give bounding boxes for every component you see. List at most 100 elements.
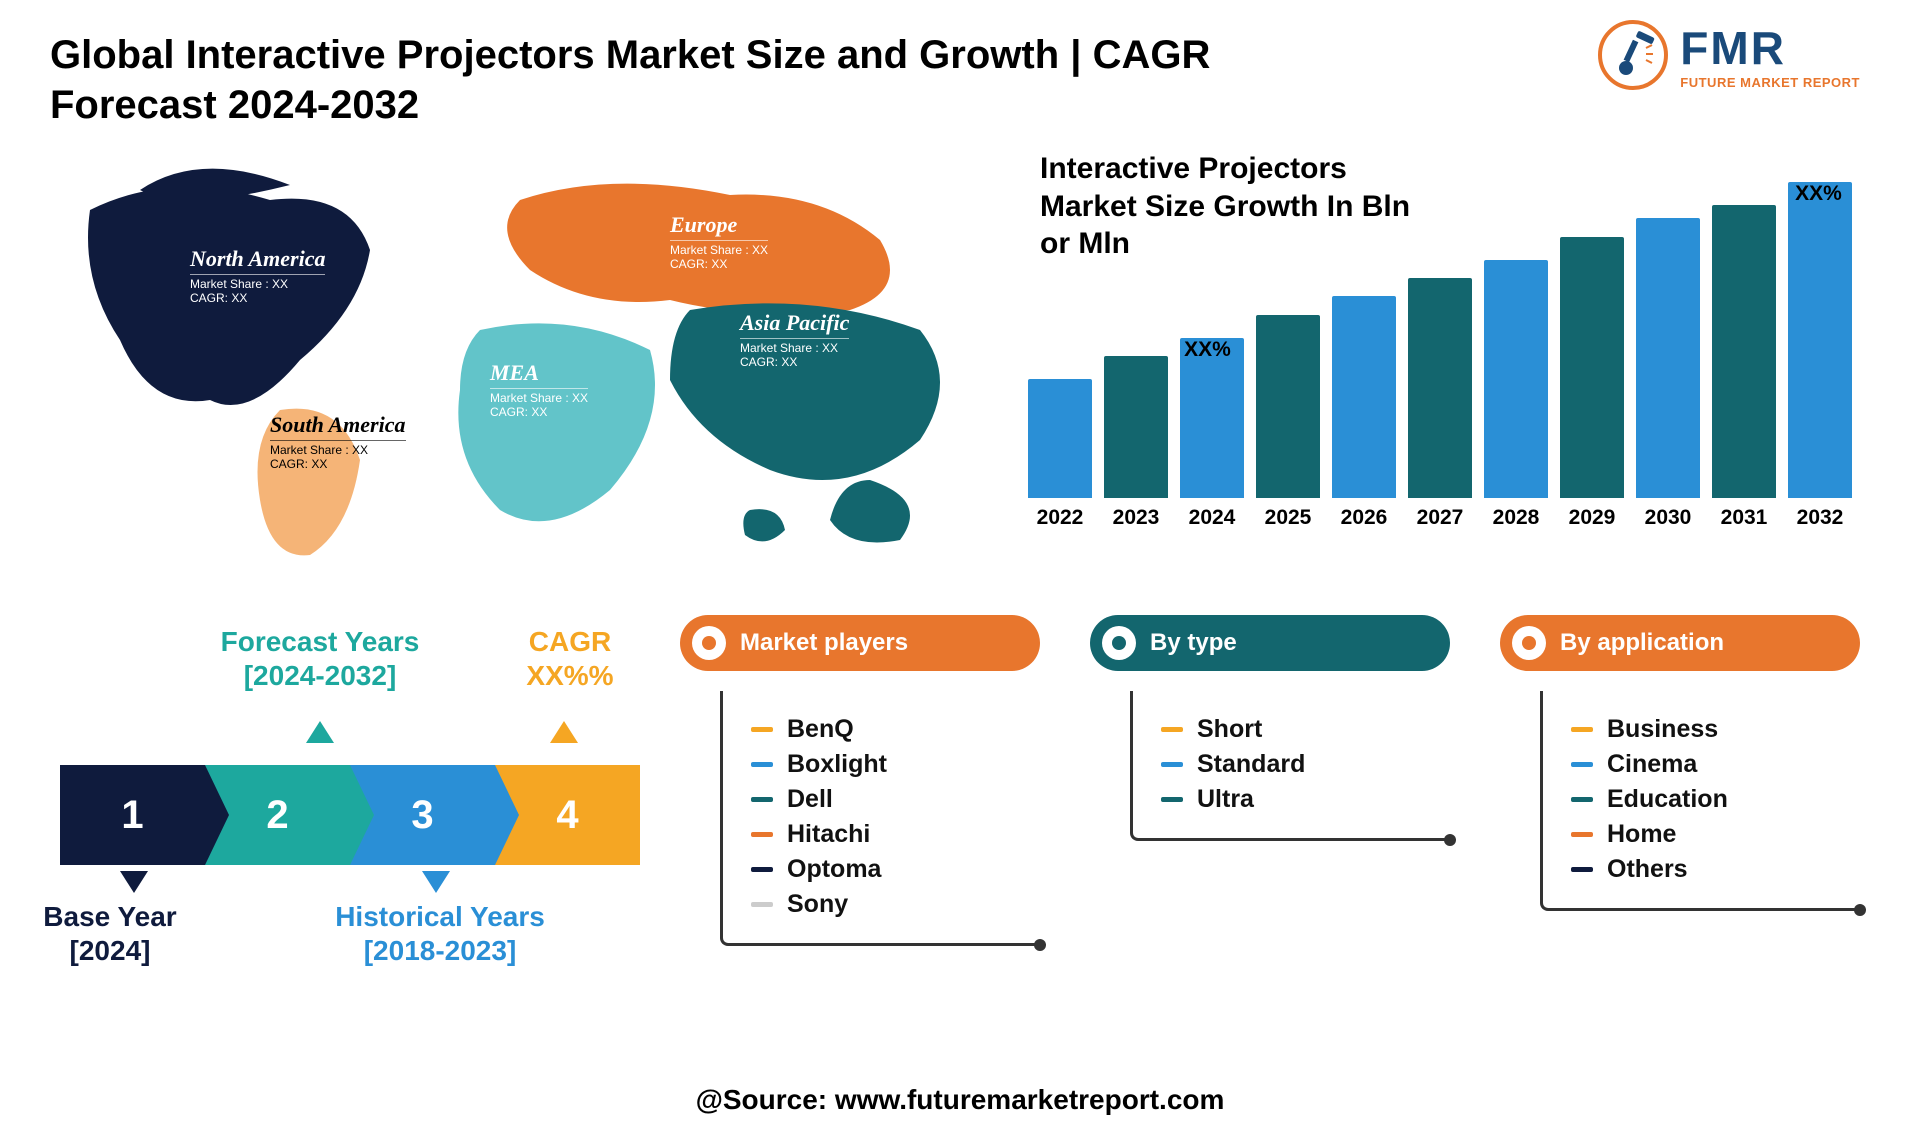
logo-main: FMR [1680,21,1860,75]
bar-rect [1256,315,1320,498]
list-item: BenQ [751,715,1040,744]
bar-2031: 2031 [1712,205,1776,530]
bar-year-label: 2030 [1645,506,1692,530]
list-item-label: Others [1607,855,1688,884]
dash-icon [751,902,773,907]
timeline-label-hist: Historical Years[2018-2023] [320,900,560,967]
region-label-mea: MEA Market Share : XX CAGR: XX [490,360,588,419]
bar-rect [1788,182,1852,498]
arrow-up-icon [550,721,578,743]
card-header: By type [1090,615,1450,671]
list-item-label: Business [1607,715,1718,744]
list-item-label: BenQ [787,715,854,744]
timeline-label-base: Base Year[2024] [30,900,190,967]
card-body: Short Standard Ultra [1130,691,1450,841]
card-body: BenQ Boxlight Dell Hitachi Optoma Sony [720,691,1040,946]
card-title: By application [1560,629,1724,657]
list-item: Hitachi [751,820,1040,849]
timeline-infographic: Forecast Years[2024-2032] CAGRXX%% 1 2 3… [30,625,650,1005]
dash-icon [751,762,773,767]
list-item: Short [1161,715,1450,744]
bar-rect [1712,205,1776,498]
dash-icon [1571,762,1593,767]
bar-year-label: 2022 [1037,506,1084,530]
fmr-logo: FMR FUTURE MARKET REPORT [1598,20,1860,90]
bar-2029: 2029 [1560,237,1624,530]
list-item: Optoma [751,855,1040,884]
bullet-icon [692,626,726,660]
bar-2027: 2027 [1408,278,1472,530]
timeline-steps: 1 2 3 4 [60,765,640,865]
dash-icon [1571,797,1593,802]
bar-2024: 2024 [1180,338,1244,530]
bar-year-label: 2025 [1265,506,1312,530]
list-item-label: Dell [787,785,833,814]
bar-year-label: 2023 [1113,506,1160,530]
dash-icon [1571,727,1593,732]
bar-year-label: 2029 [1569,506,1616,530]
list-item-label: Optoma [787,855,881,884]
logo-sub: FUTURE MARKET REPORT [1680,75,1860,90]
bar-annotation: XX% [1795,182,1842,206]
bar-year-label: 2032 [1797,506,1844,530]
card-header: Market players [680,615,1040,671]
list-item: Ultra [1161,785,1450,814]
region-label-na: North America Market Share : XX CAGR: XX [190,246,325,305]
list-item: Cinema [1571,750,1860,779]
timeline-label-cagr: CAGRXX%% [510,625,630,692]
list-item: Business [1571,715,1860,744]
category-cards: Market players BenQ Boxlight Dell Hitachi Opt… [680,615,1860,946]
list-item-label: Standard [1197,750,1305,779]
bar-2022: 2022 [1028,379,1092,530]
list-item: Boxlight [751,750,1040,779]
bar-year-label: 2031 [1721,506,1768,530]
dash-icon [1161,762,1183,767]
list-item: Standard [1161,750,1450,779]
page-title: Global Interactive Projectors Market Siz… [50,30,1350,130]
arrow-down-icon [422,871,450,893]
list-item-label: Boxlight [787,750,887,779]
list-item-label: Hitachi [787,820,870,849]
card-body: Business Cinema Education Home Others [1540,691,1860,911]
list-item-label: Cinema [1607,750,1697,779]
list-item-label: Ultra [1197,785,1254,814]
list-item-label: Home [1607,820,1676,849]
telescope-icon [1598,20,1668,90]
market-size-bar-chart: Interactive Projectors Market Size Growt… [1020,150,1860,570]
bar-rect [1408,278,1472,498]
bar-rect [1028,379,1092,498]
arrow-down-icon [120,871,148,893]
card-title: Market players [740,629,908,657]
list-item: Education [1571,785,1860,814]
bar-year-label: 2028 [1493,506,1540,530]
dash-icon [751,832,773,837]
region-label-ap: Asia Pacific Market Share : XX CAGR: XX [740,310,849,369]
dash-icon [751,727,773,732]
timeline-label-forecast: Forecast Years[2024-2032] [210,625,430,692]
timeline-step-1: 1 [60,765,205,865]
category-card: By application Business Cinema Education Hom… [1500,615,1860,946]
bar-annotation: XX% [1184,338,1231,362]
map-mea [458,323,655,521]
dash-icon [1571,832,1593,837]
region-label-sa: South America Market Share : XX CAGR: XX [270,412,406,471]
list-item: Sony [751,890,1040,919]
list-item: Home [1571,820,1860,849]
bar-2023: 2023 [1104,356,1168,530]
bar-rect [1104,356,1168,498]
bar-year-label: 2027 [1417,506,1464,530]
bar-rect [1560,237,1624,498]
category-card: Market players BenQ Boxlight Dell Hitachi Opt… [680,615,1040,946]
card-title: By type [1150,629,1237,657]
category-card: By type Short Standard Ultra [1090,615,1450,946]
bar-year-label: 2024 [1189,506,1236,530]
bar-2028: 2028 [1484,260,1548,530]
bar-2026: 2026 [1332,296,1396,530]
card-header: By application [1500,615,1860,671]
dash-icon [751,867,773,872]
bar-rect [1636,218,1700,498]
bar-rect [1180,338,1244,498]
dash-icon [1161,797,1183,802]
source-attribution: @Source: www.futuremarketreport.com [0,1084,1920,1116]
dash-icon [1161,727,1183,732]
